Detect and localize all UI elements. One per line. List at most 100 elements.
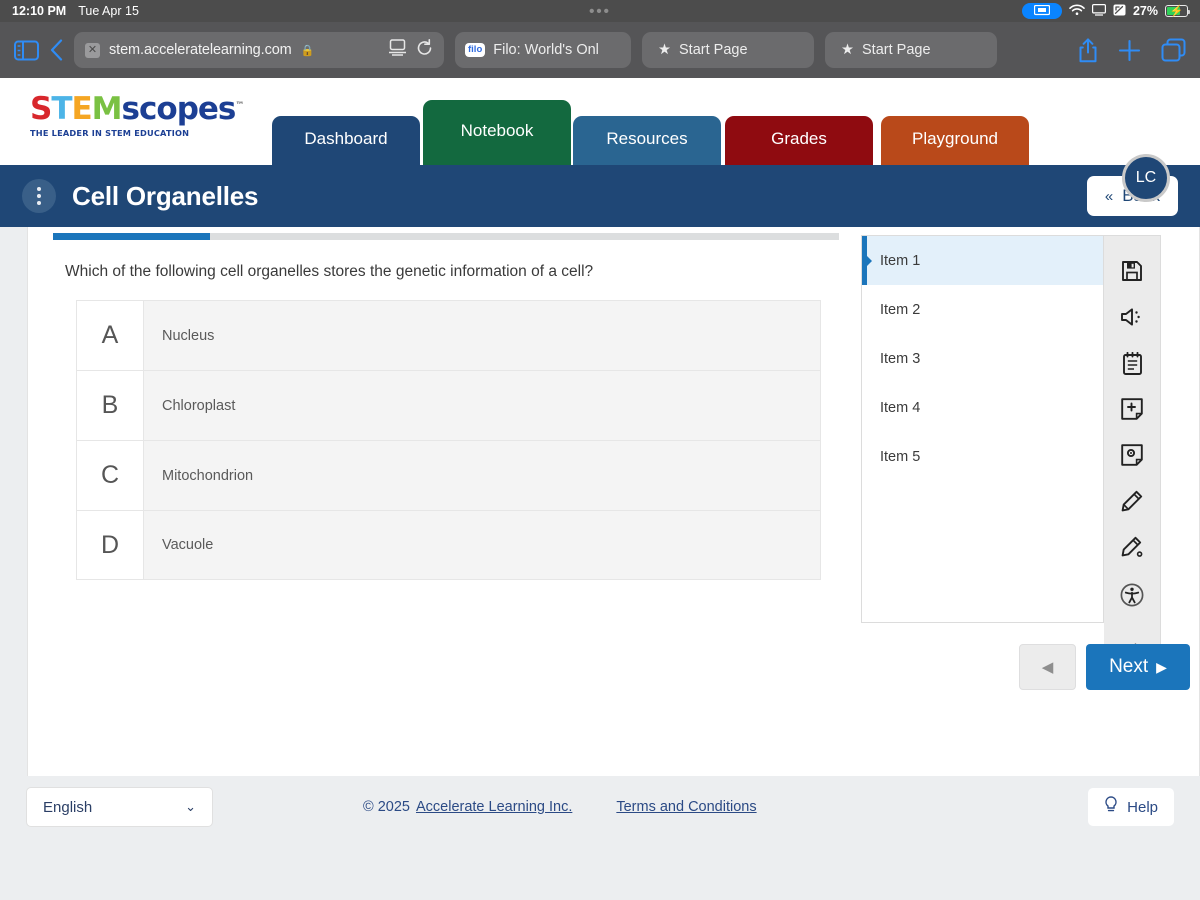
close-icon[interactable]: ✕ — [85, 42, 100, 58]
prev-triangle-icon: ◀ — [1041, 659, 1054, 676]
wifi-icon — [1069, 4, 1085, 19]
content-stage: Which of the following cell organelles s… — [0, 227, 1200, 838]
answer-option-b[interactable]: B Chloroplast — [76, 370, 821, 440]
add-note-icon[interactable] — [1110, 386, 1154, 432]
page-title: Cell Organelles — [72, 180, 259, 211]
answer-options: A Nucleus B Chloroplast C Mitochondrion … — [76, 300, 821, 580]
page-titlebar: Cell Organelles « Back — [0, 165, 1200, 227]
copyright-text: © 2025 — [363, 799, 410, 815]
item-label: Item 3 — [880, 350, 921, 367]
option-letter: A — [77, 301, 144, 370]
text-to-speech-icon[interactable] — [1110, 294, 1154, 340]
dynamic-island-dots: ••• — [589, 2, 611, 20]
tab-notebook[interactable]: Notebook — [423, 100, 571, 165]
footer-links: © 2025 Accelerate Learning Inc. Terms an… — [363, 799, 757, 815]
browser-tab-start-page-2[interactable]: ★ Start Page — [825, 32, 997, 68]
notepad-icon[interactable] — [1110, 340, 1154, 386]
tab-label: Notebook — [460, 120, 534, 140]
url-text: stem.acceleratelearning.com — [109, 42, 292, 58]
battery-charging-icon: ⚡ — [1165, 5, 1190, 18]
list-item[interactable]: Item 4 — [862, 383, 1103, 432]
tab-label: Dashboard — [304, 128, 388, 148]
tab-playground[interactable]: Playground — [881, 116, 1029, 165]
tabs-overview-icon[interactable] — [1161, 38, 1186, 62]
reload-icon[interactable] — [416, 38, 433, 62]
save-icon[interactable] — [1110, 248, 1154, 294]
status-right-cluster: 27% ⚡ — [1021, 3, 1190, 19]
answer-option-d[interactable]: D Vacuole — [76, 510, 821, 580]
logo-letter: e — [197, 91, 219, 127]
browser-toolbar: ✕ stem.acceleratelearning.com 🔒 filo Fil… — [0, 22, 1200, 78]
list-item[interactable]: Item 2 — [862, 285, 1103, 334]
next-triangle-icon: ▶ — [1156, 658, 1167, 675]
battery-percent: 27% — [1132, 4, 1158, 18]
logo-letter: p — [176, 91, 199, 127]
item-navigation-list: Item 1 Item 2 Item 3 Item 4 Item 5 — [861, 235, 1104, 623]
address-bar[interactable]: ✕ stem.acceleratelearning.com 🔒 — [74, 32, 444, 68]
back-chevron-icon[interactable] — [50, 39, 63, 61]
avatar-initials: LC — [1135, 169, 1157, 186]
item-label: Item 5 — [880, 448, 921, 465]
assessment-card: Which of the following cell organelles s… — [27, 227, 1200, 807]
pencil-icon[interactable] — [1110, 478, 1154, 524]
sidebar-toggle-icon[interactable] — [14, 40, 39, 61]
item-label: Item 2 — [880, 301, 921, 318]
status-date: Tue Apr 15 — [78, 4, 139, 18]
tab-resources[interactable]: Resources — [573, 116, 721, 165]
question-text: Which of the following cell organelles s… — [65, 263, 594, 280]
option-text: Vacuole — [162, 537, 214, 553]
share-icon[interactable] — [1078, 37, 1098, 63]
tab-label: Grades — [771, 128, 827, 148]
browser-tab-label: Start Page — [679, 42, 748, 58]
language-value: English — [43, 798, 93, 816]
next-button[interactable]: Next ▶ — [1086, 644, 1190, 690]
option-letter: C — [77, 441, 144, 510]
tab-label: Resources — [606, 128, 688, 148]
next-button-label: Next — [1109, 656, 1149, 677]
reader-view-icon[interactable] — [388, 39, 407, 61]
main-nav-tabs: Dashboard Notebook Resources Grades Play… — [272, 100, 1029, 165]
tab-dashboard[interactable]: Dashboard — [272, 116, 420, 165]
logo-letter: o — [156, 91, 177, 127]
company-link[interactable]: Accelerate Learning Inc. — [415, 799, 573, 815]
answer-option-a[interactable]: A Nucleus — [76, 300, 821, 370]
star-icon: ★ — [841, 42, 854, 58]
option-text: Chloroplast — [162, 397, 236, 414]
airplay-icon[interactable] — [1021, 3, 1062, 19]
accessibility-icon[interactable] — [1110, 572, 1154, 618]
logo-letter: M — [91, 91, 123, 127]
list-item[interactable]: Item 3 — [862, 334, 1103, 383]
logo-letter: S — [30, 91, 52, 127]
sticky-note-icon[interactable] — [1110, 432, 1154, 478]
terms-link[interactable]: Terms and Conditions — [616, 799, 757, 815]
list-item[interactable]: Item 5 — [862, 432, 1103, 481]
help-button[interactable]: Help — [1088, 788, 1174, 826]
logo-letter: s — [217, 91, 236, 127]
kebab-menu-icon[interactable] — [22, 179, 56, 213]
browser-tab-label: Filo: World's Onl — [493, 42, 599, 58]
cellular-icon — [1113, 4, 1126, 19]
avatar[interactable]: LC — [1122, 154, 1170, 202]
browser-tab-filo[interactable]: filo Filo: World's Onl — [455, 32, 631, 68]
browser-tab-start-page-1[interactable]: ★ Start Page — [642, 32, 814, 68]
copyright-block: © 2025 Accelerate Learning Inc. — [363, 799, 572, 815]
option-letter: B — [77, 371, 144, 440]
prev-button[interactable]: ◀ — [1019, 644, 1076, 690]
plus-icon[interactable] — [1118, 39, 1141, 62]
list-item[interactable]: Item 1 — [862, 236, 1103, 285]
logo-wordmark: STEMscopes™ — [30, 91, 244, 127]
tab-label: Playground — [911, 128, 998, 148]
app-header: STEMscopes™ THE LEADER IN STEM EDUCATION… — [0, 78, 1200, 202]
stemscopes-logo[interactable]: STEMscopes™ THE LEADER IN STEM EDUCATION — [30, 91, 244, 139]
pagination-controls: ◀ Next ▶ — [1019, 644, 1190, 690]
progress-bar — [53, 233, 839, 240]
highlighter-icon[interactable] — [1110, 524, 1154, 570]
item-label: Item 1 — [880, 252, 921, 269]
screen-mirror-icon — [1091, 3, 1106, 19]
double-chevron-left-icon: « — [1104, 187, 1114, 205]
lightbulb-icon — [1104, 796, 1118, 818]
tab-grades[interactable]: Grades — [725, 116, 873, 165]
language-select[interactable]: English ⌄ — [26, 787, 213, 827]
answer-option-c[interactable]: C Mitochondrion — [76, 440, 821, 510]
option-text: Nucleus — [162, 327, 215, 344]
